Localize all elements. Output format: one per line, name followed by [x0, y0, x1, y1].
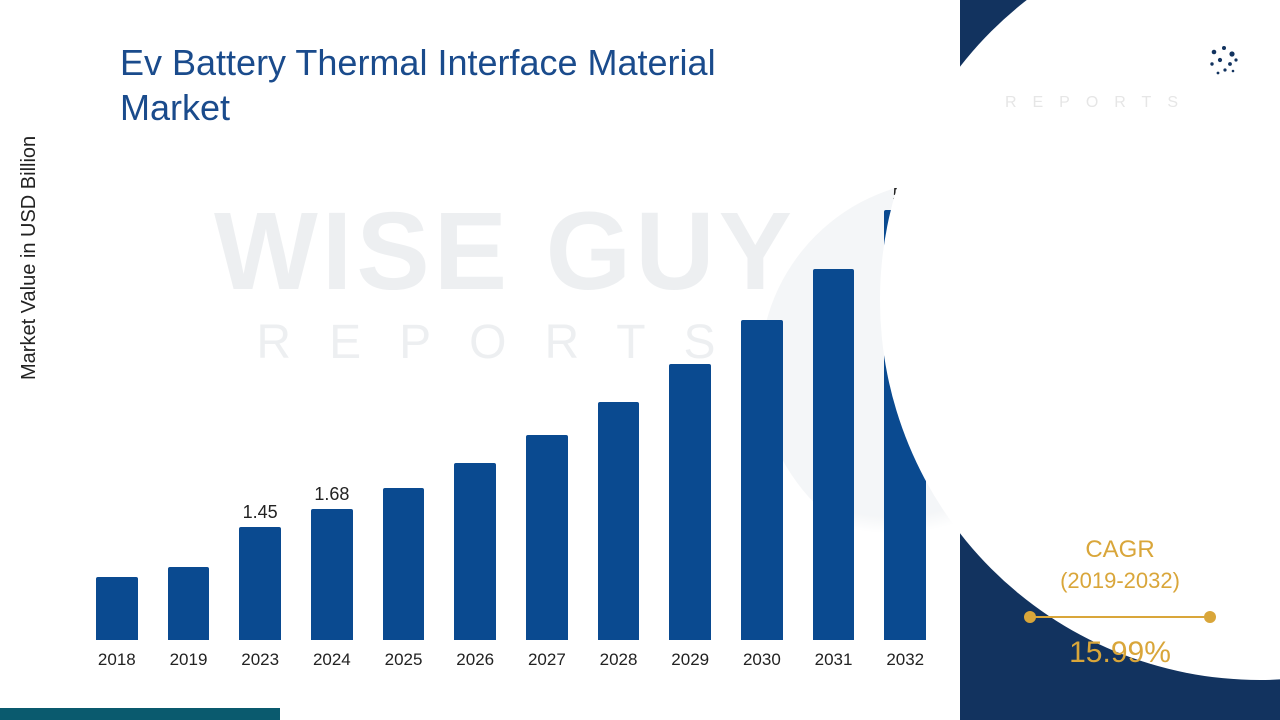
- x-tick-label: 2029: [663, 650, 717, 670]
- bar: [669, 364, 711, 640]
- bar-wrap: [90, 210, 144, 640]
- bar: [813, 269, 855, 640]
- bar-plot: 1.451.685.5: [82, 210, 940, 640]
- bar: [741, 320, 783, 640]
- x-tick-label: 2032: [878, 650, 932, 670]
- bar-wrap: [663, 210, 717, 640]
- bar-wrap: 1.68: [305, 210, 359, 640]
- bar: [239, 527, 281, 640]
- x-tick-label: 2026: [448, 650, 502, 670]
- bar-wrap: 1.45: [233, 210, 287, 640]
- bar: [96, 577, 138, 640]
- cagr-value: 15.99%: [960, 636, 1280, 670]
- cagr-block: CAGR (2019-2032) 15.99%: [960, 536, 1280, 670]
- bar-wrap: [448, 210, 502, 640]
- bar-value-label: 1.68: [314, 484, 349, 505]
- bar-wrap: [592, 210, 646, 640]
- bar-wrap: [807, 210, 861, 640]
- bar: [168, 567, 210, 640]
- x-tick-label: 2023: [233, 650, 287, 670]
- bar-wrap: [520, 210, 574, 640]
- logo-sub-text: REPORTS: [1005, 94, 1194, 112]
- accent-bottom-bar: [0, 708, 280, 720]
- chart-panel: Ev Battery Thermal Interface Material Ma…: [0, 0, 960, 720]
- cagr-divider: [1030, 616, 1210, 618]
- bar: [383, 488, 425, 640]
- cagr-label: CAGR: [960, 536, 1280, 564]
- x-tick-label: 2019: [162, 650, 216, 670]
- x-axis: 2018 2019 2023 2024 2025 2026 2027 2028 2029 2030…: [82, 650, 940, 670]
- chart-title: Ev Battery Thermal Interface Material Ma…: [40, 40, 940, 130]
- logo-main-text: WISE GUY: [1008, 46, 1186, 85]
- x-tick-label: 2018: [90, 650, 144, 670]
- cagr-period: (2019-2032): [960, 568, 1280, 594]
- x-tick-label: 2030: [735, 650, 789, 670]
- x-tick-label: 2031: [807, 650, 861, 670]
- x-tick-label: 2028: [592, 650, 646, 670]
- bar-wrap: [735, 210, 789, 640]
- x-tick-label: 2027: [520, 650, 574, 670]
- bar-value-label: 1.45: [243, 502, 278, 523]
- logo-head-icon: [1196, 38, 1250, 92]
- bar-wrap: [162, 210, 216, 640]
- bar: [311, 509, 353, 640]
- x-tick-label: 2024: [305, 650, 359, 670]
- x-tick-label: 2025: [377, 650, 431, 670]
- y-axis-label: Market Value in USD Billion: [18, 136, 41, 380]
- logo-block: WISE GUY REPORTS: [1005, 38, 1250, 112]
- brand-panel: WISE GUY REPORTS CAGR (: [960, 0, 1280, 720]
- bar: [526, 435, 568, 640]
- bar: [454, 463, 496, 640]
- bar: [598, 402, 640, 640]
- bar-wrap: [377, 210, 431, 640]
